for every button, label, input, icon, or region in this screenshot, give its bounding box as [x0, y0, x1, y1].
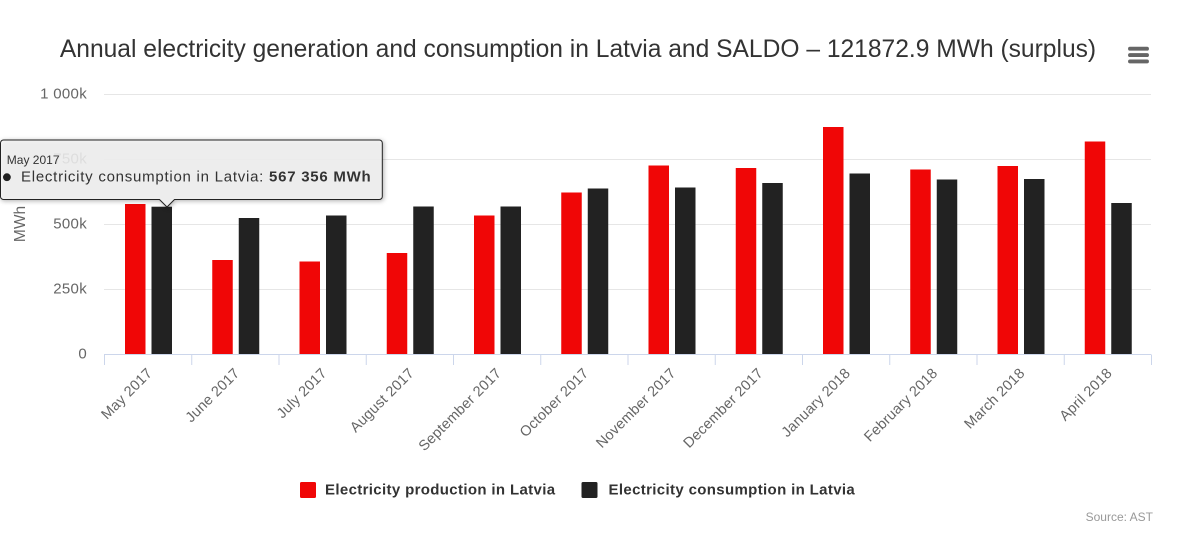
svg-text:Electricity consumption in Lat: Electricity consumption in Latvia: [609, 482, 856, 499]
svg-text:May 2017: May 2017: [7, 153, 60, 167]
svg-text:Electricity production in Latv: Electricity production in Latvia: [325, 482, 556, 499]
svg-text:Annual electricity generation: Annual electricity generation and consum…: [60, 36, 1096, 63]
svg-text:Source: AST: Source: AST: [1086, 510, 1154, 524]
svg-text:Electricity consumption in Lat: Electricity consumption in Latvia: 567 3…: [21, 169, 371, 186]
svg-text:0: 0: [78, 346, 87, 363]
svg-text:250k: 250k: [53, 281, 87, 298]
svg-text:500k: 500k: [53, 216, 87, 233]
svg-text:1 000k: 1 000k: [40, 86, 87, 103]
svg-text:MWh: MWh: [12, 206, 29, 242]
